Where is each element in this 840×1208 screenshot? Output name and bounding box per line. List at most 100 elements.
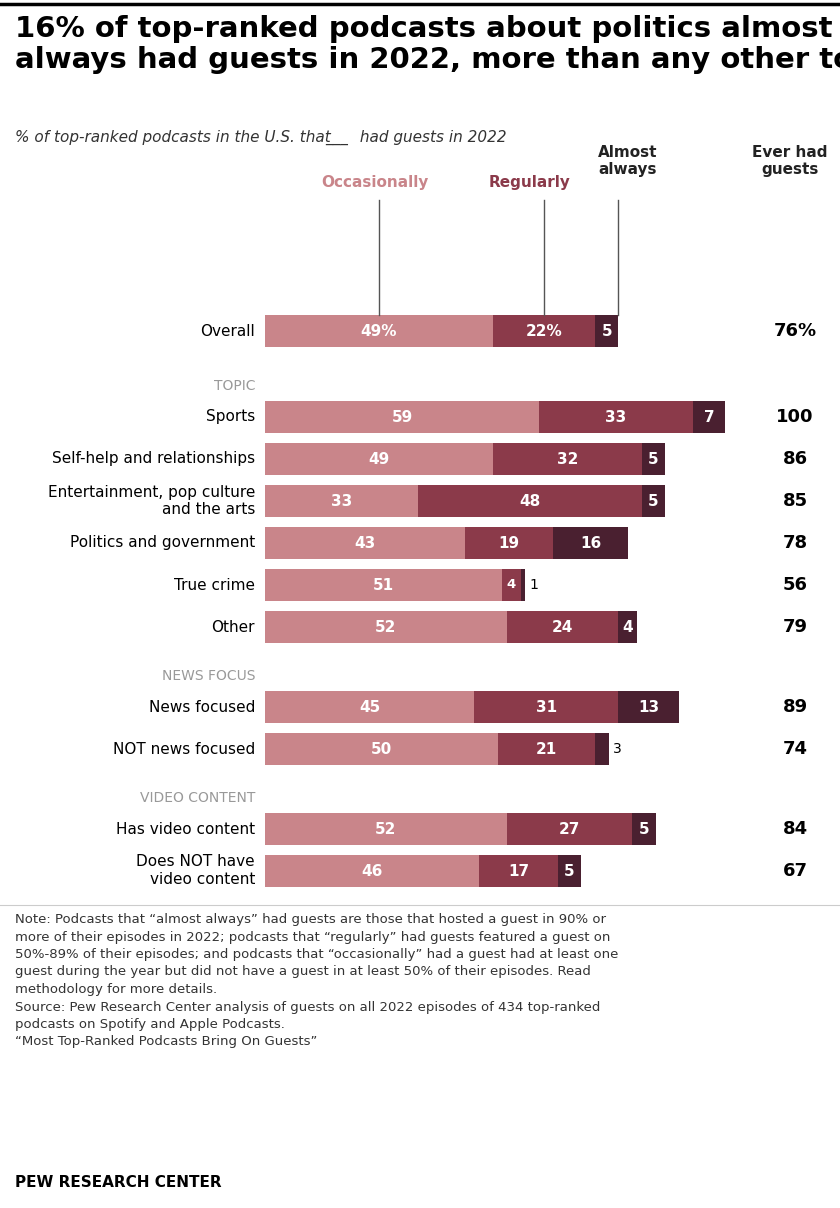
Text: Self-help and relationships: Self-help and relationships bbox=[52, 452, 255, 466]
Text: True crime: True crime bbox=[174, 577, 255, 592]
Bar bbox=[265, 855, 479, 887]
Bar bbox=[497, 733, 596, 765]
Bar bbox=[507, 813, 633, 846]
Text: 46: 46 bbox=[361, 864, 383, 878]
Bar bbox=[642, 443, 665, 475]
Bar bbox=[507, 611, 618, 643]
Bar bbox=[475, 691, 618, 724]
Text: 74: 74 bbox=[783, 741, 807, 757]
Text: had guests in 2022: had guests in 2022 bbox=[355, 130, 507, 145]
Text: 4: 4 bbox=[622, 620, 633, 634]
Text: 1: 1 bbox=[529, 577, 538, 592]
Bar bbox=[521, 569, 525, 602]
Text: 33: 33 bbox=[331, 494, 352, 509]
Bar bbox=[265, 733, 497, 765]
Text: Sports: Sports bbox=[206, 410, 255, 424]
Bar bbox=[479, 855, 558, 887]
Text: 84: 84 bbox=[782, 820, 807, 838]
Bar bbox=[265, 569, 502, 602]
Bar bbox=[618, 691, 679, 724]
Text: 85: 85 bbox=[782, 492, 807, 510]
Bar bbox=[265, 611, 507, 643]
Text: ___: ___ bbox=[325, 130, 348, 145]
Text: 67: 67 bbox=[783, 863, 807, 879]
Text: 5: 5 bbox=[601, 324, 612, 338]
Text: 51: 51 bbox=[373, 577, 394, 592]
Bar bbox=[618, 611, 637, 643]
Text: 32: 32 bbox=[557, 452, 578, 466]
Bar bbox=[596, 315, 618, 347]
Text: Politics and government: Politics and government bbox=[70, 535, 255, 551]
Text: 31: 31 bbox=[536, 699, 557, 714]
Text: 49%: 49% bbox=[360, 324, 397, 338]
Text: 3: 3 bbox=[613, 742, 622, 756]
Text: 79: 79 bbox=[783, 618, 807, 635]
Text: Occasionally: Occasionally bbox=[322, 175, 428, 190]
Text: Regularly: Regularly bbox=[489, 175, 571, 190]
Text: 43: 43 bbox=[354, 535, 375, 551]
Text: Note: Podcasts that “almost always” had guests are those that hosted a guest in : Note: Podcasts that “almost always” had … bbox=[15, 913, 618, 1049]
Text: VIDEO CONTENT: VIDEO CONTENT bbox=[139, 791, 255, 805]
Text: 86: 86 bbox=[782, 451, 807, 467]
Text: 5: 5 bbox=[564, 864, 575, 878]
Text: Ever had
guests: Ever had guests bbox=[753, 145, 827, 178]
Text: 27: 27 bbox=[559, 821, 580, 836]
Text: News focused: News focused bbox=[149, 699, 255, 714]
Bar bbox=[502, 569, 521, 602]
Text: 7: 7 bbox=[704, 410, 714, 424]
Text: 5: 5 bbox=[648, 494, 659, 509]
Text: 5: 5 bbox=[638, 821, 649, 836]
Text: 5: 5 bbox=[648, 452, 659, 466]
Bar bbox=[596, 733, 609, 765]
Bar bbox=[418, 484, 642, 517]
Text: TOPIC: TOPIC bbox=[213, 379, 255, 393]
Bar bbox=[265, 813, 507, 846]
Text: 56: 56 bbox=[783, 576, 807, 594]
Text: 52: 52 bbox=[375, 821, 396, 836]
Text: 22%: 22% bbox=[526, 324, 562, 338]
Text: NOT news focused: NOT news focused bbox=[113, 742, 255, 756]
Text: 49: 49 bbox=[368, 452, 390, 466]
Bar bbox=[554, 527, 627, 559]
Text: 89: 89 bbox=[782, 698, 807, 716]
Text: 48: 48 bbox=[519, 494, 541, 509]
Text: 17: 17 bbox=[508, 864, 529, 878]
Text: 21: 21 bbox=[536, 742, 557, 756]
Text: Does NOT have
video content: Does NOT have video content bbox=[136, 854, 255, 888]
Text: 76%: 76% bbox=[774, 323, 816, 339]
Text: 45: 45 bbox=[359, 699, 381, 714]
Text: Entertainment, pop culture
and the arts: Entertainment, pop culture and the arts bbox=[48, 484, 255, 517]
Text: 52: 52 bbox=[375, 620, 396, 634]
Text: 50: 50 bbox=[370, 742, 392, 756]
Text: % of top-ranked podcasts in the U.S. that: % of top-ranked podcasts in the U.S. tha… bbox=[15, 130, 336, 145]
Text: 16% of top-ranked podcasts about politics almost
always had guests in 2022, more: 16% of top-ranked podcasts about politic… bbox=[15, 14, 840, 75]
Bar bbox=[493, 315, 596, 347]
Text: Other: Other bbox=[212, 620, 255, 634]
Text: PEW RESEARCH CENTER: PEW RESEARCH CENTER bbox=[15, 1175, 222, 1190]
Bar bbox=[539, 401, 693, 432]
Bar bbox=[265, 527, 465, 559]
Text: 24: 24 bbox=[552, 620, 573, 634]
Text: Overall: Overall bbox=[200, 324, 255, 338]
Text: 78: 78 bbox=[782, 534, 807, 552]
Bar bbox=[642, 484, 665, 517]
Text: 4: 4 bbox=[507, 579, 516, 592]
Bar bbox=[265, 443, 493, 475]
Text: NEWS FOCUS: NEWS FOCUS bbox=[161, 669, 255, 683]
Bar bbox=[493, 443, 642, 475]
Bar bbox=[693, 401, 726, 432]
Text: Has video content: Has video content bbox=[116, 821, 255, 836]
Bar bbox=[265, 691, 475, 724]
Text: Almost
always: Almost always bbox=[598, 145, 658, 178]
Bar bbox=[265, 401, 539, 432]
Text: 59: 59 bbox=[391, 410, 412, 424]
Bar bbox=[558, 855, 581, 887]
Text: 33: 33 bbox=[606, 410, 627, 424]
Text: 100: 100 bbox=[776, 408, 814, 426]
Bar bbox=[265, 484, 418, 517]
Bar bbox=[633, 813, 655, 846]
Bar bbox=[265, 315, 493, 347]
Text: 19: 19 bbox=[499, 535, 520, 551]
Text: 13: 13 bbox=[638, 699, 659, 714]
Bar bbox=[465, 527, 554, 559]
